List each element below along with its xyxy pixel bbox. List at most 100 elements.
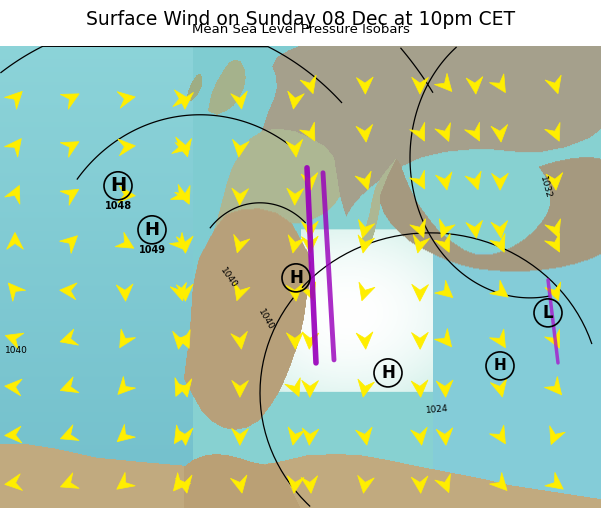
Polygon shape bbox=[412, 284, 429, 301]
Polygon shape bbox=[59, 283, 77, 300]
Polygon shape bbox=[231, 331, 248, 349]
Polygon shape bbox=[233, 139, 249, 157]
Polygon shape bbox=[413, 235, 430, 253]
Polygon shape bbox=[300, 75, 316, 93]
Polygon shape bbox=[175, 330, 190, 348]
Text: H: H bbox=[110, 176, 126, 195]
Polygon shape bbox=[301, 475, 318, 493]
Polygon shape bbox=[302, 332, 319, 350]
Polygon shape bbox=[302, 380, 319, 397]
Polygon shape bbox=[489, 472, 507, 491]
Polygon shape bbox=[117, 424, 135, 442]
Polygon shape bbox=[356, 77, 373, 94]
Polygon shape bbox=[286, 332, 303, 350]
Polygon shape bbox=[545, 219, 561, 238]
Polygon shape bbox=[4, 139, 22, 157]
Polygon shape bbox=[169, 232, 187, 250]
Polygon shape bbox=[175, 377, 191, 396]
Polygon shape bbox=[60, 473, 79, 488]
Polygon shape bbox=[288, 91, 304, 109]
Polygon shape bbox=[230, 475, 247, 493]
Polygon shape bbox=[550, 426, 566, 444]
Text: 1032: 1032 bbox=[538, 175, 552, 200]
Polygon shape bbox=[436, 428, 453, 446]
Polygon shape bbox=[5, 474, 23, 491]
Text: H: H bbox=[289, 269, 303, 287]
Polygon shape bbox=[170, 282, 186, 301]
Polygon shape bbox=[465, 171, 481, 190]
Polygon shape bbox=[545, 472, 563, 489]
Text: L: L bbox=[543, 304, 554, 322]
Polygon shape bbox=[176, 284, 193, 301]
Polygon shape bbox=[435, 234, 450, 252]
Polygon shape bbox=[301, 236, 319, 253]
Polygon shape bbox=[120, 329, 136, 348]
Polygon shape bbox=[60, 377, 79, 393]
Polygon shape bbox=[465, 122, 480, 141]
Polygon shape bbox=[7, 233, 23, 249]
Polygon shape bbox=[174, 425, 191, 443]
Polygon shape bbox=[412, 77, 429, 94]
Polygon shape bbox=[489, 425, 505, 444]
Polygon shape bbox=[412, 332, 429, 350]
Polygon shape bbox=[60, 142, 79, 157]
Text: H: H bbox=[381, 364, 395, 382]
Polygon shape bbox=[491, 220, 508, 238]
Polygon shape bbox=[4, 91, 22, 109]
Polygon shape bbox=[358, 219, 375, 238]
Polygon shape bbox=[118, 139, 135, 156]
Polygon shape bbox=[286, 283, 303, 301]
Polygon shape bbox=[545, 376, 562, 395]
Polygon shape bbox=[300, 282, 316, 301]
Polygon shape bbox=[231, 91, 248, 109]
Polygon shape bbox=[545, 75, 561, 93]
Polygon shape bbox=[234, 282, 250, 301]
Polygon shape bbox=[231, 380, 249, 397]
Polygon shape bbox=[489, 329, 505, 348]
Polygon shape bbox=[117, 91, 135, 108]
Polygon shape bbox=[173, 90, 191, 107]
Polygon shape bbox=[435, 122, 451, 141]
Polygon shape bbox=[115, 232, 134, 248]
Polygon shape bbox=[466, 77, 483, 94]
Text: H: H bbox=[144, 221, 159, 239]
Polygon shape bbox=[410, 219, 426, 238]
Polygon shape bbox=[177, 92, 194, 109]
Polygon shape bbox=[232, 188, 249, 205]
Polygon shape bbox=[411, 476, 428, 493]
Polygon shape bbox=[172, 331, 189, 349]
Polygon shape bbox=[545, 329, 560, 348]
Text: 1048: 1048 bbox=[105, 201, 132, 211]
Polygon shape bbox=[118, 376, 136, 395]
Text: 1049: 1049 bbox=[138, 245, 165, 255]
Polygon shape bbox=[411, 380, 428, 397]
Polygon shape bbox=[287, 475, 304, 493]
Polygon shape bbox=[234, 234, 250, 253]
Polygon shape bbox=[59, 236, 78, 253]
Polygon shape bbox=[117, 472, 135, 489]
Text: 1040: 1040 bbox=[256, 307, 275, 332]
Polygon shape bbox=[288, 427, 305, 445]
Polygon shape bbox=[435, 474, 451, 493]
Polygon shape bbox=[439, 219, 455, 238]
Polygon shape bbox=[359, 282, 375, 301]
Text: 1040: 1040 bbox=[218, 266, 239, 290]
Polygon shape bbox=[175, 379, 192, 397]
Polygon shape bbox=[490, 378, 507, 397]
Polygon shape bbox=[118, 186, 135, 203]
Polygon shape bbox=[301, 173, 318, 190]
Polygon shape bbox=[435, 329, 451, 347]
Polygon shape bbox=[545, 233, 560, 252]
Polygon shape bbox=[358, 235, 374, 253]
Text: 1040: 1040 bbox=[5, 346, 28, 355]
Text: 1024: 1024 bbox=[425, 404, 448, 415]
Polygon shape bbox=[491, 124, 508, 142]
Polygon shape bbox=[5, 426, 22, 443]
Polygon shape bbox=[356, 124, 373, 142]
Polygon shape bbox=[60, 94, 79, 109]
Polygon shape bbox=[176, 236, 193, 253]
Polygon shape bbox=[5, 185, 20, 204]
Polygon shape bbox=[358, 379, 374, 397]
Polygon shape bbox=[356, 332, 373, 350]
Polygon shape bbox=[287, 188, 304, 205]
